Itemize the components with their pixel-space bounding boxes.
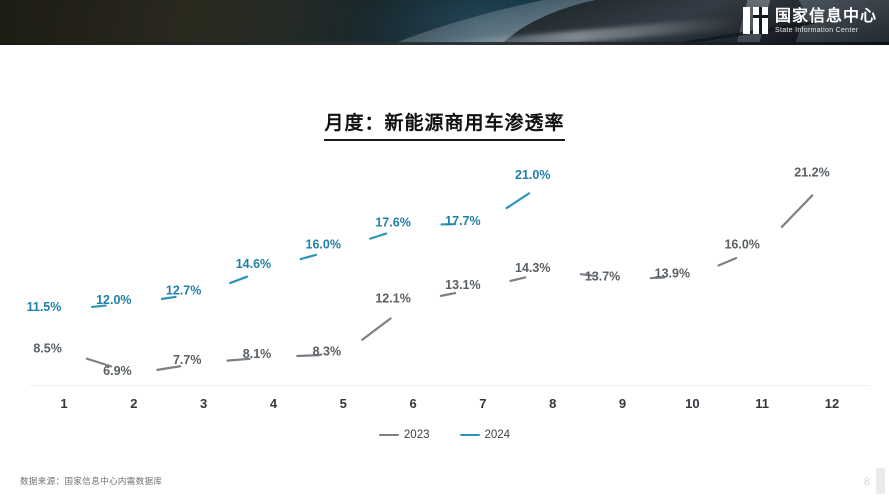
data-label-2023-11: 16.0% xyxy=(724,238,759,252)
page-title-text: 月度：新能源商用车渗透率 xyxy=(324,108,565,141)
segment-2024-2 xyxy=(160,295,177,300)
x-tick-12: 12 xyxy=(824,396,840,411)
data-label-2023-12: 21.2% xyxy=(794,165,829,179)
legend-label-2024: 2024 xyxy=(484,429,511,441)
logo-wordmark: 国家信息中心 State Information Center xyxy=(774,5,877,34)
segment-2023-4 xyxy=(296,354,321,358)
segment-2023-9 xyxy=(649,276,666,280)
x-tick-9: 9 xyxy=(618,396,627,411)
data-label-2023-10: 13.9% xyxy=(655,267,690,281)
banner-bottom-edge xyxy=(0,42,889,45)
x-tick-6: 6 xyxy=(409,396,417,411)
chart-svg: 8.5% 6.9% 7.7% 8.1% 8.3% 12.1% 13.1% 14.3% 13.7%… xyxy=(27,165,830,378)
data-label-2024-1: 11.5% xyxy=(27,300,62,314)
page-number: 8 xyxy=(863,476,870,488)
legend-item-2024[interactable]: 2024 xyxy=(459,429,511,441)
x-axis-tick-labels: 1 2 3 4 5 6 7 8 9 10 11 12 xyxy=(0,396,889,418)
data-label-2023-6: 12.1% xyxy=(375,292,410,306)
data-label-2024-5: 16.0% xyxy=(306,238,341,252)
data-label-2024-2: 12.0% xyxy=(96,293,131,307)
data-label-2024-8: 21.0% xyxy=(515,168,550,182)
x-tick-4: 4 xyxy=(269,396,278,411)
data-label-2024-3: 12.7% xyxy=(166,283,201,297)
data-label-2024-6: 17.6% xyxy=(375,215,410,229)
data-label-2023-8: 14.3% xyxy=(515,261,550,275)
data-label-2024-4: 14.6% xyxy=(236,257,271,271)
corner-decoration xyxy=(876,468,885,494)
x-tick-2: 2 xyxy=(130,396,138,411)
x-tick-7: 7 xyxy=(479,396,487,411)
series-2024-data-labels: 11.5% 12.0% 12.7% 14.6% 16.0% 17.6% 17.7% 21.0% xyxy=(27,168,551,314)
segment-2023-3 xyxy=(226,357,251,362)
segment-2024-1 xyxy=(91,304,107,309)
segment-2023-7 xyxy=(509,276,527,283)
legend-label-2023: 2023 xyxy=(403,429,430,441)
x-tick-1: 1 xyxy=(60,396,68,411)
segment-2023-11 xyxy=(780,194,814,228)
segment-2023-6 xyxy=(439,291,457,297)
logo-chinese-name: 国家信息中心 xyxy=(774,5,877,25)
segment-2023-1 xyxy=(85,357,113,368)
data-source-note: 数据来源：国家信息中心内需数据库 xyxy=(20,477,163,487)
segment-2024-7 xyxy=(505,192,531,210)
organization-logo: 国家信息中心 State Information Center xyxy=(742,5,877,34)
header-banner: 国家信息中心 State Information Center xyxy=(0,0,889,45)
series-2023-line xyxy=(85,194,814,371)
x-tick-8: 8 xyxy=(549,396,557,411)
legend-item-2023[interactable]: 2023 xyxy=(378,429,430,441)
legend-swatch-2023 xyxy=(378,433,399,437)
segment-2023-2 xyxy=(156,365,182,371)
x-tick-3: 3 xyxy=(200,396,208,411)
segment-2023-8 xyxy=(579,273,596,277)
data-label-2024-7: 17.7% xyxy=(445,214,480,228)
data-label-2023-2: 6.9% xyxy=(103,364,132,378)
series-2023-data-labels: 8.5% 6.9% 7.7% 8.1% 8.3% 12.1% 13.1% 14.3% 13.7%… xyxy=(33,165,829,378)
data-label-2023-3: 7.7% xyxy=(173,353,202,367)
page-title: 月度：新能源商用车渗透率 xyxy=(0,108,889,141)
data-label-2023-5: 8.3% xyxy=(313,344,342,358)
logo-english-name: State Information Center xyxy=(774,26,859,34)
series-2024-line xyxy=(91,192,531,309)
data-label-2023-9: 13.7% xyxy=(585,269,620,283)
x-tick-10: 10 xyxy=(685,396,700,411)
x-axis-line xyxy=(30,385,870,386)
line-chart-plot: 8.5% 6.9% 7.7% 8.1% 8.3% 12.1% 13.1% 14.3% 13.7%… xyxy=(0,150,889,400)
chart-legend: 2023 2024 xyxy=(0,429,889,441)
segment-2024-5 xyxy=(369,232,388,240)
legend-swatch-2024 xyxy=(459,433,480,437)
segment-2024-3 xyxy=(229,275,249,285)
data-label-2023-7: 13.1% xyxy=(445,278,480,292)
segment-2023-5 xyxy=(361,317,392,341)
x-tick-5: 5 xyxy=(339,396,347,411)
segment-2024-4 xyxy=(299,253,318,261)
state-information-center-logo-icon xyxy=(742,7,768,34)
data-label-2023-4: 8.1% xyxy=(243,347,272,361)
data-label-2023-1: 8.5% xyxy=(33,342,62,356)
x-tick-11: 11 xyxy=(755,396,770,411)
segment-2023-10 xyxy=(717,257,738,267)
